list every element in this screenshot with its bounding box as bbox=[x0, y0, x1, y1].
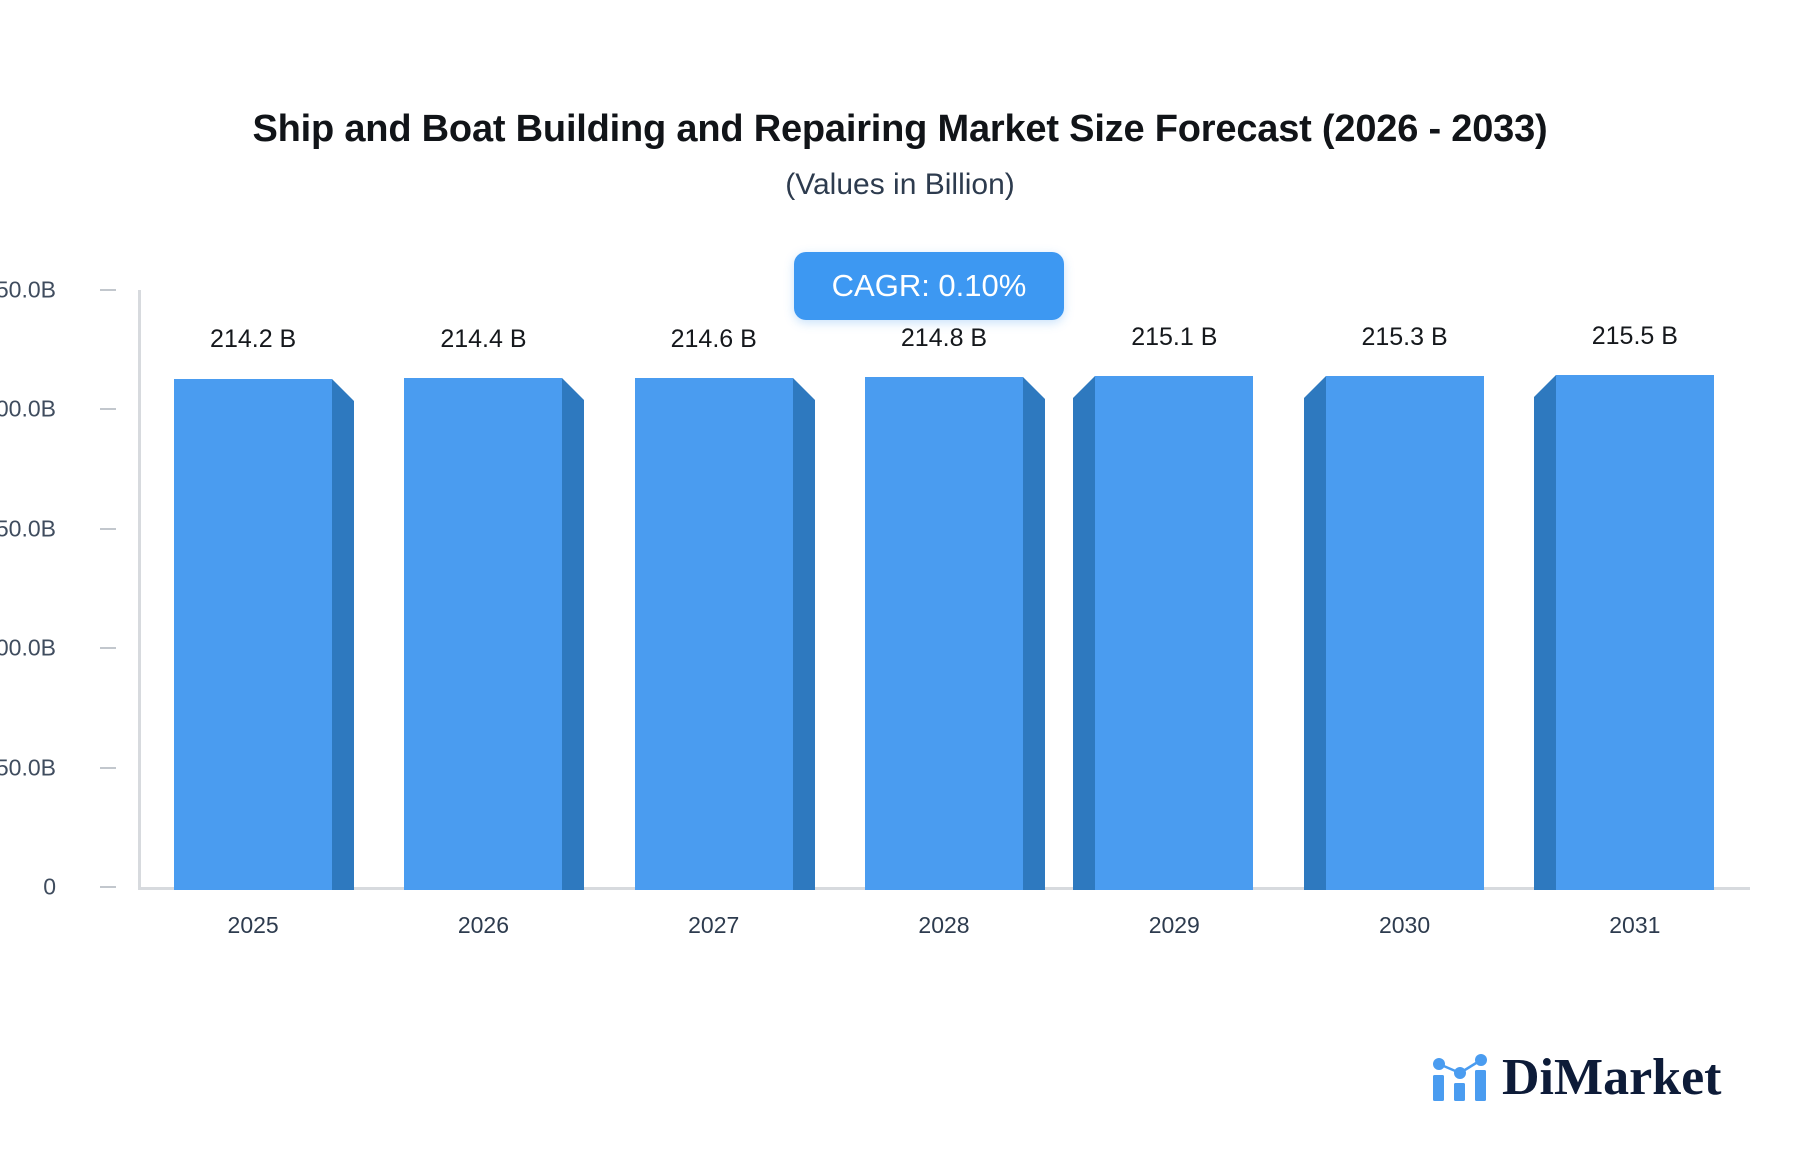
bar-face bbox=[865, 377, 1023, 890]
bar[interactable] bbox=[634, 377, 815, 890]
bar-value-label: 214.4 B bbox=[440, 325, 527, 353]
bar-top-bevel bbox=[792, 377, 815, 400]
bar[interactable] bbox=[865, 377, 1045, 890]
chart-subtitle: (Values in Billion) bbox=[785, 168, 1015, 201]
bar-value-label: 215.1 B bbox=[1131, 323, 1218, 352]
y-tick-label: 200.0B bbox=[0, 395, 56, 422]
x-tick-label: 2028 bbox=[918, 912, 970, 938]
bar-top-bevel bbox=[1303, 375, 1326, 398]
bar-top-bevel bbox=[1073, 376, 1096, 399]
cagr-badge: CAGR: 0.10% bbox=[794, 252, 1064, 320]
bar-top-bevel bbox=[1023, 377, 1045, 400]
chart-title: Ship and Boat Building and Repairing Mar… bbox=[252, 108, 1548, 150]
bar-side-panel bbox=[1023, 399, 1045, 890]
bar-side-panel bbox=[562, 400, 585, 890]
plot-area: 0 50.0B 100.0B 150.0B 200.0B 250.0B 2025 2026 2… bbox=[0, 277, 1750, 938]
y-axis-line bbox=[138, 290, 141, 887]
x-tick-label: 2027 bbox=[688, 912, 740, 938]
x-tick-label: 2030 bbox=[1378, 912, 1431, 938]
bar-value-label: 214.8 B bbox=[900, 324, 988, 353]
y-tick-label: 100.0B bbox=[0, 634, 56, 661]
bar[interactable] bbox=[1073, 376, 1254, 890]
bar-value-label: 214.6 B bbox=[670, 324, 757, 353]
bar-top-bevel bbox=[1533, 375, 1556, 398]
y-tick-mark bbox=[100, 886, 116, 888]
dimarket-logo: DiMarket bbox=[1432, 1052, 1721, 1104]
bar[interactable] bbox=[404, 378, 585, 890]
y-tick-label: 0 bbox=[43, 873, 56, 900]
bar-side-panel bbox=[1533, 397, 1556, 890]
y-tick-mark bbox=[100, 527, 116, 530]
x-tick-label: 2029 bbox=[1148, 912, 1200, 938]
y-tick-mark bbox=[100, 408, 116, 411]
y-tick-mark bbox=[100, 647, 116, 650]
bar[interactable] bbox=[1303, 375, 1484, 890]
x-tick-label: 2026 bbox=[457, 912, 509, 938]
bar-face bbox=[1555, 375, 1714, 890]
bar-top-bevel bbox=[332, 378, 355, 401]
y-tick-label: 250.0B bbox=[0, 276, 56, 303]
y-tick-label: 50.0B bbox=[0, 754, 56, 781]
bar-value-label: 215.5 B bbox=[1591, 322, 1678, 351]
bar-face bbox=[174, 378, 333, 890]
bar-face bbox=[1095, 376, 1254, 890]
y-tick-mark bbox=[100, 766, 116, 769]
bar-face bbox=[634, 377, 793, 890]
bar-side-panel bbox=[792, 399, 815, 890]
bar-value-label: 215.3 B bbox=[1361, 322, 1448, 351]
bar-chart-icon bbox=[1433, 1054, 1487, 1101]
bar-value-label: 214.2 B bbox=[210, 325, 297, 354]
bar-side-panel bbox=[1303, 397, 1326, 890]
bar-face bbox=[1325, 375, 1484, 890]
bar[interactable] bbox=[1533, 375, 1714, 890]
x-tick-label: 2025 bbox=[227, 912, 279, 938]
bar-top-bevel bbox=[562, 378, 585, 401]
logo-text: DiMarket bbox=[1502, 1049, 1722, 1106]
bar-face bbox=[404, 378, 563, 890]
bar[interactable] bbox=[174, 378, 355, 890]
bar-side-panel bbox=[332, 400, 355, 890]
y-tick-mark bbox=[100, 289, 116, 291]
y-tick-label: 150.0B bbox=[0, 515, 56, 542]
x-tick-label: 2031 bbox=[1609, 912, 1661, 938]
bar-side-panel bbox=[1073, 398, 1096, 890]
cagr-badge-label: CAGR: 0.10% bbox=[831, 268, 1027, 303]
